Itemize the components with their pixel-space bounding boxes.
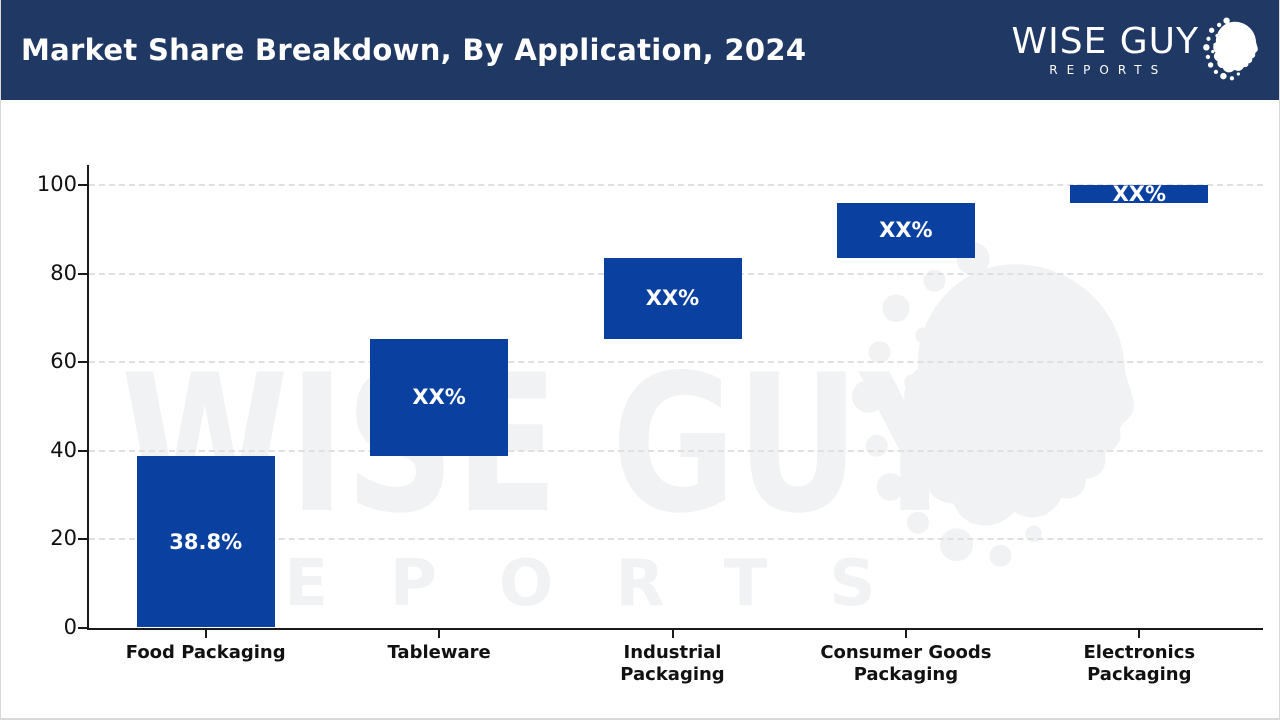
x-tick-food-packaging (204, 629, 207, 638)
y-tick-40 (78, 449, 87, 452)
y-tick-label-20: 20 (50, 526, 77, 550)
bar-label-tableware: XX% (412, 385, 466, 410)
bar-electronics-packaging (1070, 185, 1209, 204)
x-tick-label-line: Industrial (623, 641, 722, 663)
x-tick-label-electronics-packaging: Electronics Packaging (1029, 642, 1249, 687)
gridline-40 (89, 449, 1263, 452)
chart-area: WISE GUY REPORTS 0 20 40 60 80 100 38.8% Food P… (1, 100, 1279, 718)
y-tick-label-80: 80 (50, 260, 77, 285)
bar-tableware (370, 338, 509, 456)
watermark-head-icon (852, 242, 1134, 567)
x-tick-label-line: Packaging (853, 664, 959, 685)
bar-label-consumer-goods-packaging: XX% (879, 218, 933, 243)
x-tick-label-tableware: Tableware (329, 642, 549, 665)
x-tick-label-line: Electronics (1083, 641, 1196, 663)
x-tick-label-industrial-packaging: Industrial Packaging (563, 642, 783, 687)
wise-guy-logo: WISE GUY REPORTS (1012, 12, 1266, 88)
gridline-100 (89, 184, 1263, 186)
gridline-60 (89, 361, 1263, 363)
x-tick-label-consumer-goods-packaging: Consumer Goods Packaging (796, 642, 1016, 687)
bar-label-industrial-packaging: XX% (645, 286, 700, 311)
logo-head-icon (1203, 17, 1258, 81)
header: Market Share Breakdown, By Application, … (1, 0, 1279, 100)
y-tick-label-0: 0 (63, 614, 77, 639)
gridline-20 (89, 538, 1263, 540)
x-tick-consumer-goods-packaging (904, 629, 907, 638)
y-tick-100 (78, 184, 87, 186)
y-tick-80 (78, 272, 87, 275)
x-tick-label-line: Packaging (620, 664, 725, 685)
logo-subtitle: REPORTS (1049, 63, 1168, 77)
y-axis-line (87, 165, 89, 630)
x-tick-electronics-packaging (1138, 629, 1141, 638)
y-tick-label-40: 40 (50, 437, 77, 462)
watermark-subtitle: REPORTS (173, 547, 938, 621)
y-tick-20 (78, 538, 87, 540)
page-title: Market Share Breakdown, By Application, … (21, 33, 807, 67)
x-tick-label-line: Food Packaging (125, 641, 286, 663)
x-tick-label-line: Packaging (1087, 664, 1192, 685)
bar-industrial-packaging (603, 257, 742, 339)
logo-wordmark: WISE GUY (1011, 21, 1199, 62)
x-axis-line (87, 627, 1263, 630)
x-tick-label-line: Tableware (387, 641, 491, 663)
y-tick-label-100: 100 (36, 172, 77, 196)
logo-text: WISE GUY REPORTS (1011, 21, 1200, 77)
y-tick-0 (78, 626, 87, 629)
x-tick-label-line: Consumer Goods (820, 641, 992, 663)
x-tick-industrial-packaging (671, 629, 674, 638)
bar-food-packaging (136, 455, 275, 628)
y-tick-label-60: 60 (50, 349, 77, 373)
x-tick-label-food-packaging: Food Packaging (96, 642, 316, 665)
bar-label-food-packaging: 38.8% (169, 529, 243, 554)
x-tick-tableware (438, 629, 441, 638)
bar-label-electronics-packaging: XX% (1112, 182, 1167, 207)
y-tick-60 (78, 361, 87, 363)
